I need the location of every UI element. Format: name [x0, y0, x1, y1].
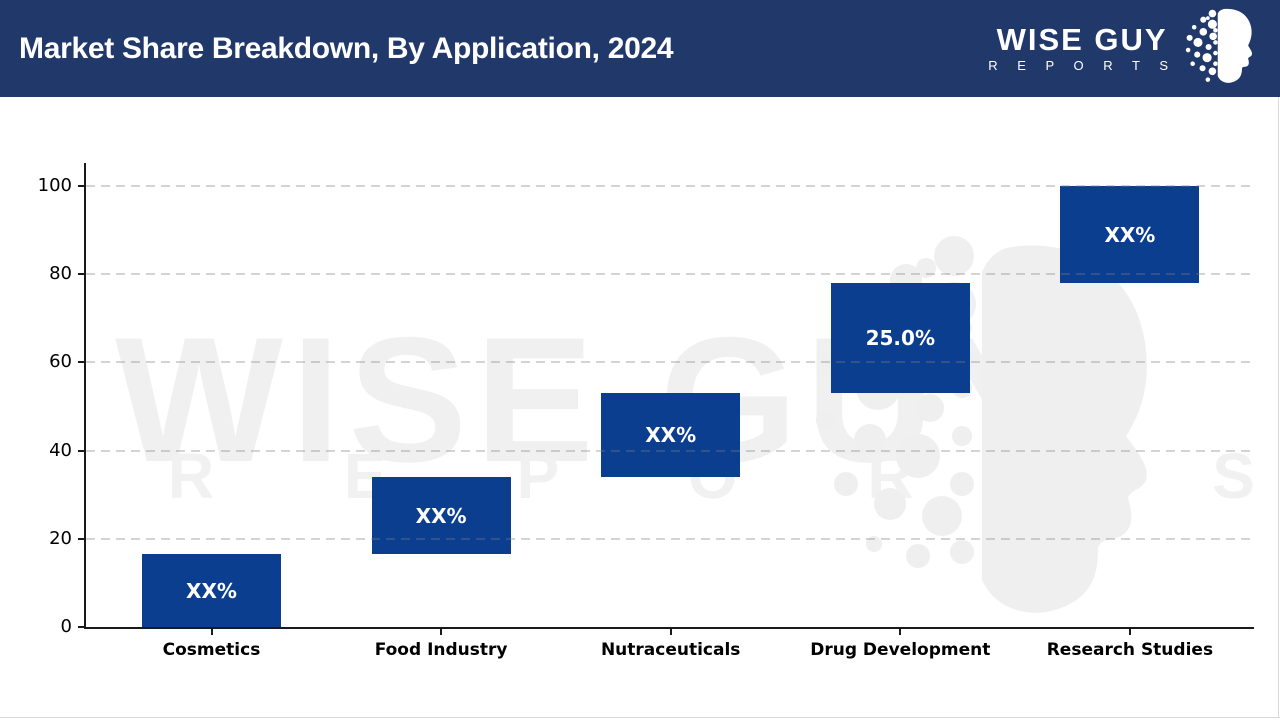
frame-bottom-border — [0, 717, 1280, 718]
dotted-head-icon — [1182, 6, 1258, 92]
header-bar: Market Share Breakdown, By Application, … — [0, 0, 1280, 97]
x-tick-drug-development — [899, 628, 902, 635]
y-tick-80 — [78, 273, 86, 276]
y-tick-20 — [78, 537, 86, 540]
y-tick-label-100: 100 — [37, 175, 72, 196]
logo-text: WISE GUY R E P O R T S — [988, 21, 1176, 74]
bar-drug-development — [830, 283, 970, 394]
gridline-60 — [86, 361, 1254, 364]
y-tick-40 — [78, 449, 86, 452]
gridline-80 — [86, 273, 1254, 276]
x-tick-label-research-studies: Research Studies — [1046, 640, 1214, 660]
frame-right-border — [1278, 97, 1279, 718]
x-tick-food-industry — [440, 628, 443, 635]
logo-wordmark: WISE GUY — [996, 21, 1168, 57]
x-tick-label-cosmetics: Cosmetics — [162, 640, 261, 660]
y-tick-label-0: 0 — [60, 616, 72, 637]
wise-guy-reports-logo: WISE GUY R E P O R T S — [988, 6, 1280, 92]
bar-food-industry — [371, 477, 511, 555]
y-tick-label-80: 80 — [49, 263, 72, 285]
x-tick-label-nutraceuticals: Nutraceuticals — [600, 640, 741, 660]
bar-label-nutraceuticals: XX% — [645, 423, 697, 448]
gridline-40 — [86, 449, 1254, 452]
y-tick-label-40: 40 — [49, 439, 72, 461]
x-tick-nutraceuticals — [669, 628, 672, 635]
logo-subtitle: R E P O R T S — [988, 57, 1176, 73]
bar-label-food-industry: XX% — [415, 503, 467, 528]
bar-nutraceuticals — [601, 393, 741, 478]
y-tick-100 — [78, 185, 86, 187]
bar-label-research-studies: XX% — [1104, 222, 1156, 247]
x-tick-label-drug-development: Drug Development — [810, 640, 991, 660]
y-tick-label-20: 20 — [49, 527, 72, 549]
x-tick-label-food-industry: Food Industry — [374, 640, 508, 660]
bar-cosmetics — [142, 554, 281, 627]
y-tick-60 — [78, 361, 86, 364]
x-axis-line — [84, 627, 1254, 629]
x-tick-research-studies — [1128, 628, 1131, 635]
x-tick-cosmetics — [210, 628, 213, 635]
bar-label-drug-development: 25.0% — [865, 326, 935, 351]
y-axis-line — [84, 163, 86, 629]
page-title: Market Share Breakdown, By Application, … — [19, 31, 674, 65]
y-tick-0 — [78, 626, 86, 628]
y-tick-label-60: 60 — [49, 351, 72, 373]
gridline-20 — [86, 537, 1254, 540]
bar-research-studies — [1060, 186, 1200, 284]
chart-area: WISE GUY R E P O R T S XX%XX%XX%25.0%XX%… — [0, 97, 1280, 720]
bar-label-cosmetics: XX% — [186, 578, 237, 603]
gridline-100 — [86, 185, 1254, 187]
